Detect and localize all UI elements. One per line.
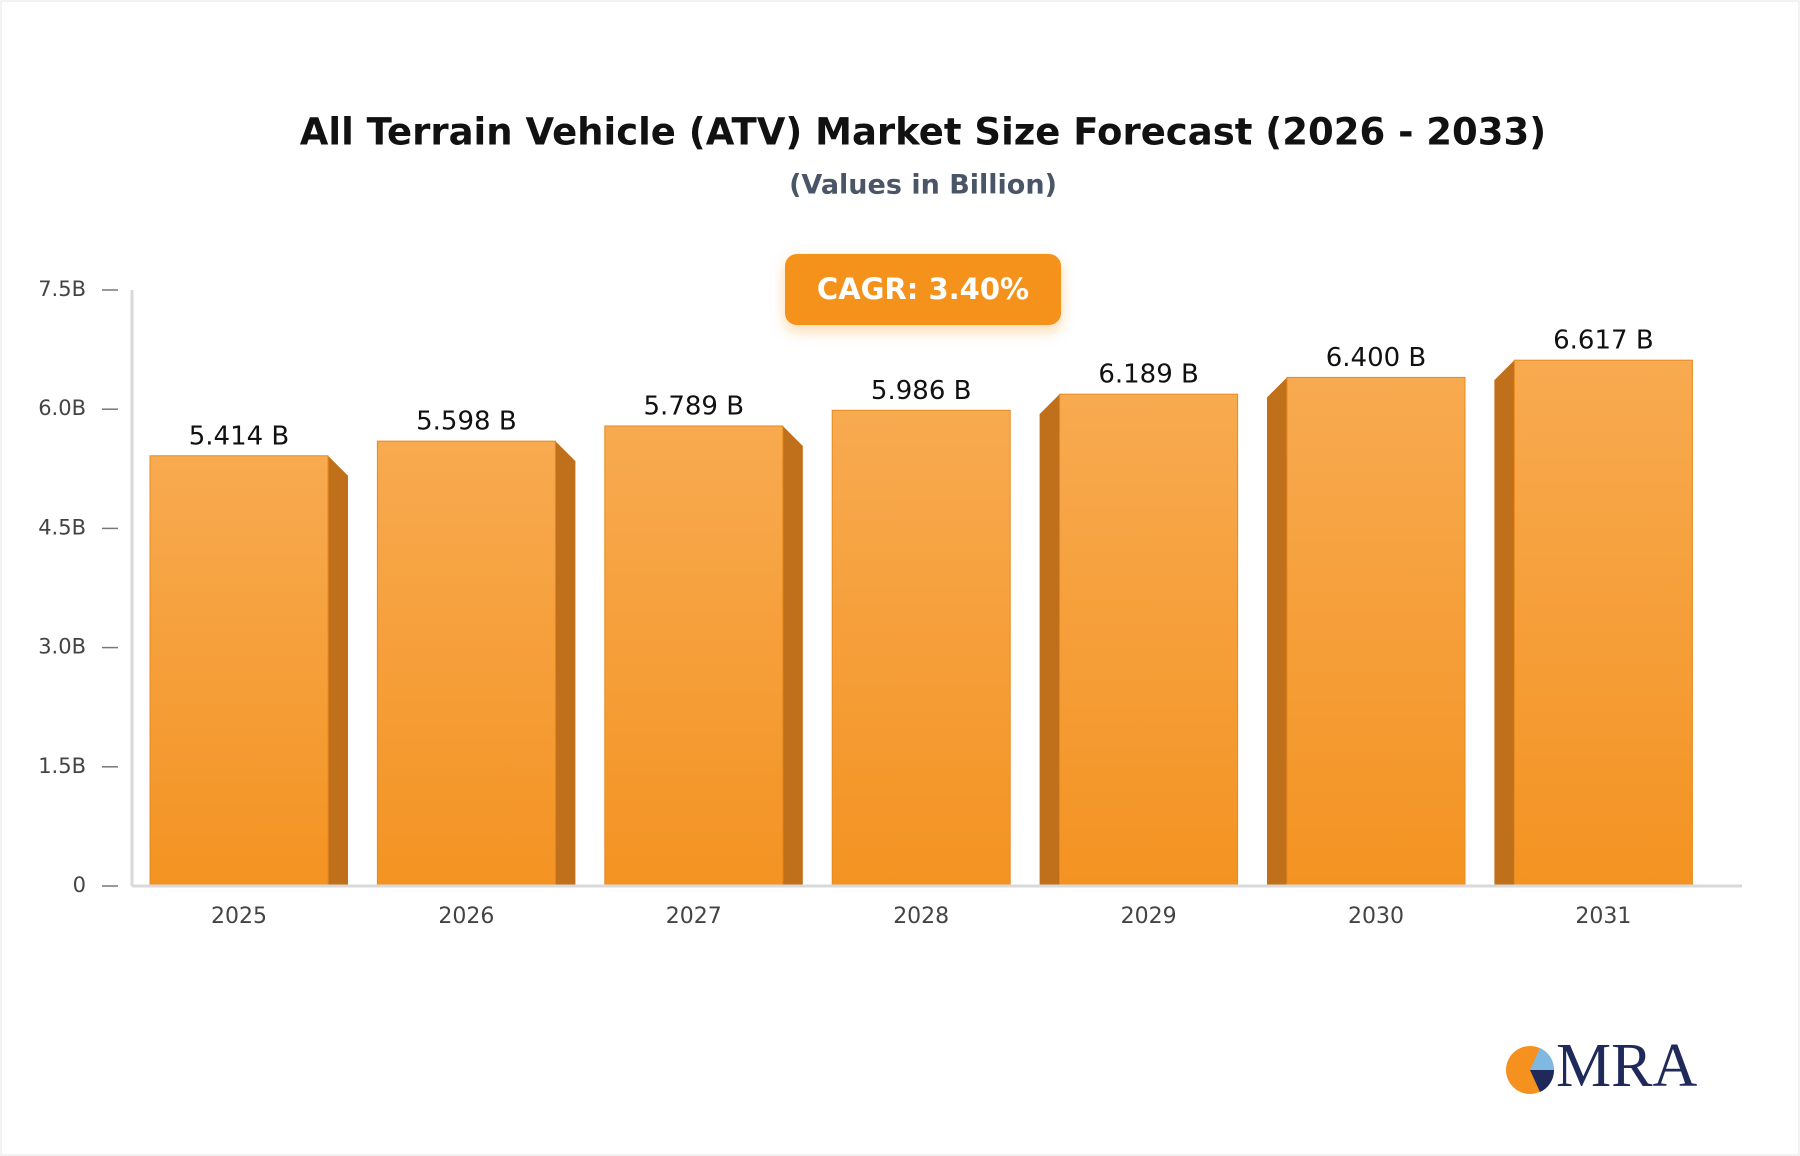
data-label: 5.414 B [189,421,290,451]
y-tick-label: 0 [73,873,86,897]
bar-side [555,441,576,886]
x-tick-label: 2027 [666,904,722,929]
chart-subtitle: (Values in Billion) [789,170,1057,201]
x-tick-label: 2025 [211,904,267,929]
x-tick-label: 2030 [1348,904,1404,929]
bar [1286,376,1466,887]
data-label: 6.189 B [1098,360,1199,390]
x-tick-label: 2031 [1575,904,1631,929]
bar-side [782,425,803,886]
x-tick-label: 2029 [1121,904,1177,929]
x-tick-label: 2026 [438,904,494,929]
bar [1513,359,1693,887]
data-label: 6.617 B [1553,326,1654,356]
y-tick-label: 3.0B [38,635,86,659]
bar-side [1267,377,1287,886]
y-tick-label: 6.0B [38,396,86,420]
data-label: 5.789 B [644,391,745,421]
logo-text: MRA [1556,1032,1697,1100]
data-label: 5.598 B [416,407,517,437]
logo-icon-slice [1530,1070,1555,1092]
data-label: 6.400 B [1326,343,1427,373]
badge-text: CAGR: 3.40% [817,272,1029,306]
x-tick-label: 2028 [893,904,949,929]
bar [149,455,329,887]
y-tick-label: 7.5B [38,277,86,301]
y-tick-label: 4.5B [38,515,86,539]
bar [604,425,784,887]
bar-side [1494,360,1515,886]
logo: MRA [1506,1032,1697,1100]
y-tick-label: 1.5B [38,754,86,778]
bar [831,409,1011,887]
bar [376,440,556,887]
badge-background [785,254,1061,325]
bar [1059,393,1239,887]
bar-side [1039,394,1060,886]
cagr-badge: CAGR: 3.40% [785,254,1061,325]
bar-side [328,455,348,886]
chart-title: All Terrain Vehicle (ATV) Market Size Fo… [300,111,1546,154]
data-label: 5.986 B [871,376,972,406]
plot-area: 0 1.5B 3.0B 4.5B 6.0B 7.5B 5.414 B 2025 5.598 B 2… [38,277,1742,929]
logo-icon-slice [1530,1048,1555,1070]
